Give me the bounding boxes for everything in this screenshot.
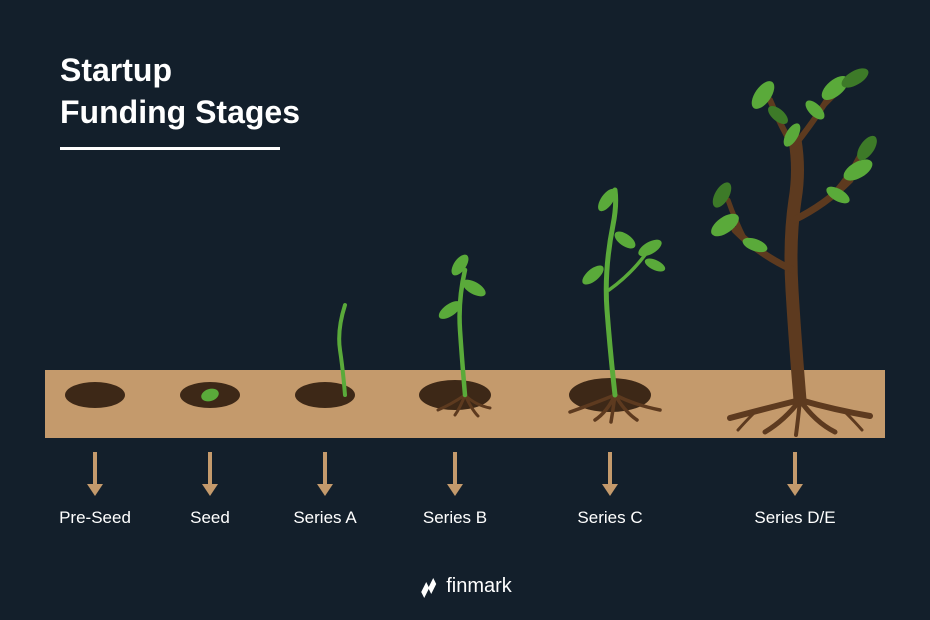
seed-hole-seed [180, 382, 240, 408]
finmark-logo-icon [418, 576, 440, 598]
bean-icon [180, 382, 240, 408]
arrow-down-icon [315, 452, 335, 498]
stage-label: Seed [175, 508, 245, 528]
plant-tree-icon [700, 40, 900, 440]
stage-series-b: Series B [415, 452, 495, 528]
stage-series-a: Series A [285, 452, 365, 528]
seed-hole-preseed [65, 382, 125, 408]
stage-seed: Seed [175, 452, 245, 528]
plant-seedling-icon [420, 250, 510, 420]
stage-label: Series A [285, 508, 365, 528]
title-underline [60, 147, 280, 150]
title-line-2: Funding Stages [60, 92, 300, 134]
arrow-down-icon [445, 452, 465, 498]
arrow-down-icon [85, 452, 105, 498]
stage-series-c: Series C [570, 452, 650, 528]
arrow-down-icon [200, 452, 220, 498]
arrow-down-icon [600, 452, 620, 498]
stage-label: Series C [570, 508, 650, 528]
arrow-down-icon [785, 452, 805, 498]
stage-label: Pre-Seed [55, 508, 135, 528]
stage-label: Series B [415, 508, 495, 528]
title-line-1: Startup [60, 50, 300, 92]
brand-logo: finmark [418, 575, 512, 598]
brand-name: finmark [446, 575, 512, 598]
page-title: Startup Funding Stages [60, 50, 300, 150]
plant-sapling-icon [555, 180, 685, 430]
stage-label: Series D/E [750, 508, 840, 528]
plant-sprout-icon [315, 300, 375, 400]
stage-series-de: Series D/E [750, 452, 840, 528]
stage-preseed: Pre-Seed [55, 452, 135, 528]
